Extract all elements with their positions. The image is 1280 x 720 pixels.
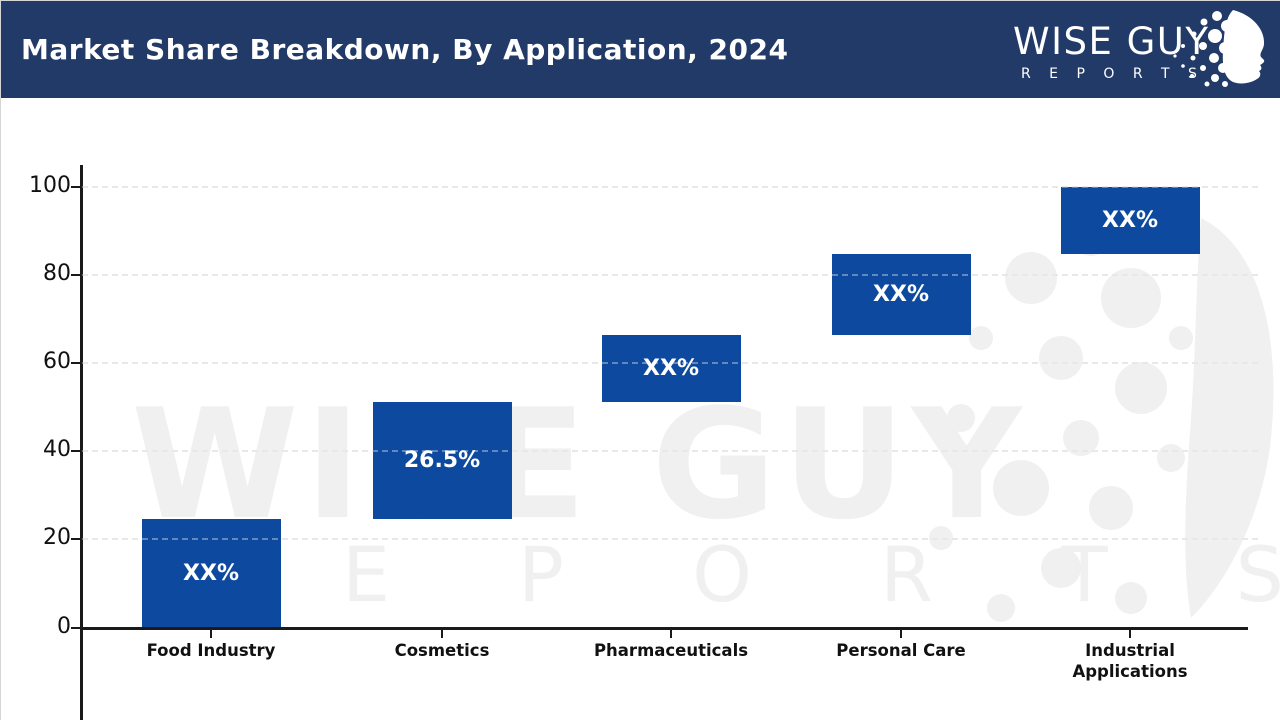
bar-value-label: XX% bbox=[183, 560, 239, 586]
y-tick-mark-80 bbox=[71, 274, 80, 277]
bar-value-label: 26.5% bbox=[403, 447, 481, 473]
bar-value-label: XX% bbox=[873, 282, 929, 308]
category-label-personal-care: Personal Care bbox=[836, 641, 966, 660]
bar-personal-care: XX% bbox=[831, 253, 971, 336]
y-tick-mark-40 bbox=[71, 450, 80, 453]
y-tick-mark-100 bbox=[71, 186, 80, 188]
bar-value-label: XX% bbox=[1102, 207, 1158, 233]
logo-text-line1: WISE GUY bbox=[1013, 20, 1209, 63]
y-tick-label-20: 20 bbox=[43, 525, 71, 551]
y-tick-label-60: 60 bbox=[43, 349, 71, 375]
gridline-overlay-60 bbox=[82, 362, 1258, 365]
gridline-20 bbox=[82, 538, 1258, 541]
category-label-industrial-applications: Industrial Applications bbox=[1072, 641, 1188, 681]
category-label-food-industry: Food Industry bbox=[146, 641, 276, 660]
x-axis-spine bbox=[80, 627, 1248, 630]
gridline-overlay-80 bbox=[82, 274, 1258, 277]
category-label-pharmaceuticals: Pharmaceuticals bbox=[593, 641, 749, 660]
chart-area: WISE GUY R E P O R T S 0 20 40 60 80 100 XX% 26… bbox=[1, 98, 1280, 720]
logo-text-line2: R E P O R T S bbox=[1021, 66, 1204, 82]
y-tick-label-0: 0 bbox=[57, 613, 71, 639]
x-tick-mark-0 bbox=[210, 629, 212, 638]
y-tick-label-100: 100 bbox=[29, 173, 71, 198]
gridline-overlay-20 bbox=[82, 538, 1258, 541]
bar-food-industry: XX% bbox=[141, 518, 281, 628]
gridline-overlay-40 bbox=[82, 450, 1258, 453]
gridline-overlay-100 bbox=[82, 186, 1258, 188]
page-title: Market Share Breakdown, By Application, … bbox=[21, 33, 789, 66]
logo-wordmark: WISE GUY R E P O R T S bbox=[1013, 20, 1209, 82]
bar-industrial-applications: XX% bbox=[1060, 187, 1200, 254]
x-tick-mark-1 bbox=[441, 629, 443, 638]
y-axis-spine bbox=[80, 165, 83, 720]
x-tick-mark-4 bbox=[1129, 629, 1131, 638]
gridline-100 bbox=[82, 186, 1258, 188]
watermark-face-dots bbox=[929, 218, 1274, 622]
x-tick-mark-2 bbox=[670, 629, 672, 638]
gridline-80 bbox=[82, 274, 1258, 277]
category-label-cosmetics: Cosmetics bbox=[394, 641, 490, 660]
y-tick-mark-60 bbox=[71, 362, 80, 365]
y-tick-mark-0 bbox=[71, 626, 80, 629]
bar-value-label: XX% bbox=[643, 356, 699, 382]
brand-logo: WISE GUY R E P O R T S bbox=[1013, 10, 1265, 87]
bar-cosmetics: 26.5% bbox=[372, 401, 512, 519]
bar-pharmaceuticals: XX% bbox=[601, 335, 741, 402]
y-tick-label-40: 40 bbox=[43, 437, 71, 463]
y-tick-label-80: 80 bbox=[43, 261, 71, 287]
y-tick-mark-20 bbox=[71, 538, 80, 541]
logo-face-icon bbox=[1173, 10, 1265, 87]
watermark-text-line2: R E P O R T S bbox=[161, 530, 1280, 619]
header-bar: Market Share Breakdown, By Application, … bbox=[1, 1, 1280, 98]
gridline-40 bbox=[82, 450, 1258, 453]
x-tick-mark-3 bbox=[900, 629, 902, 638]
